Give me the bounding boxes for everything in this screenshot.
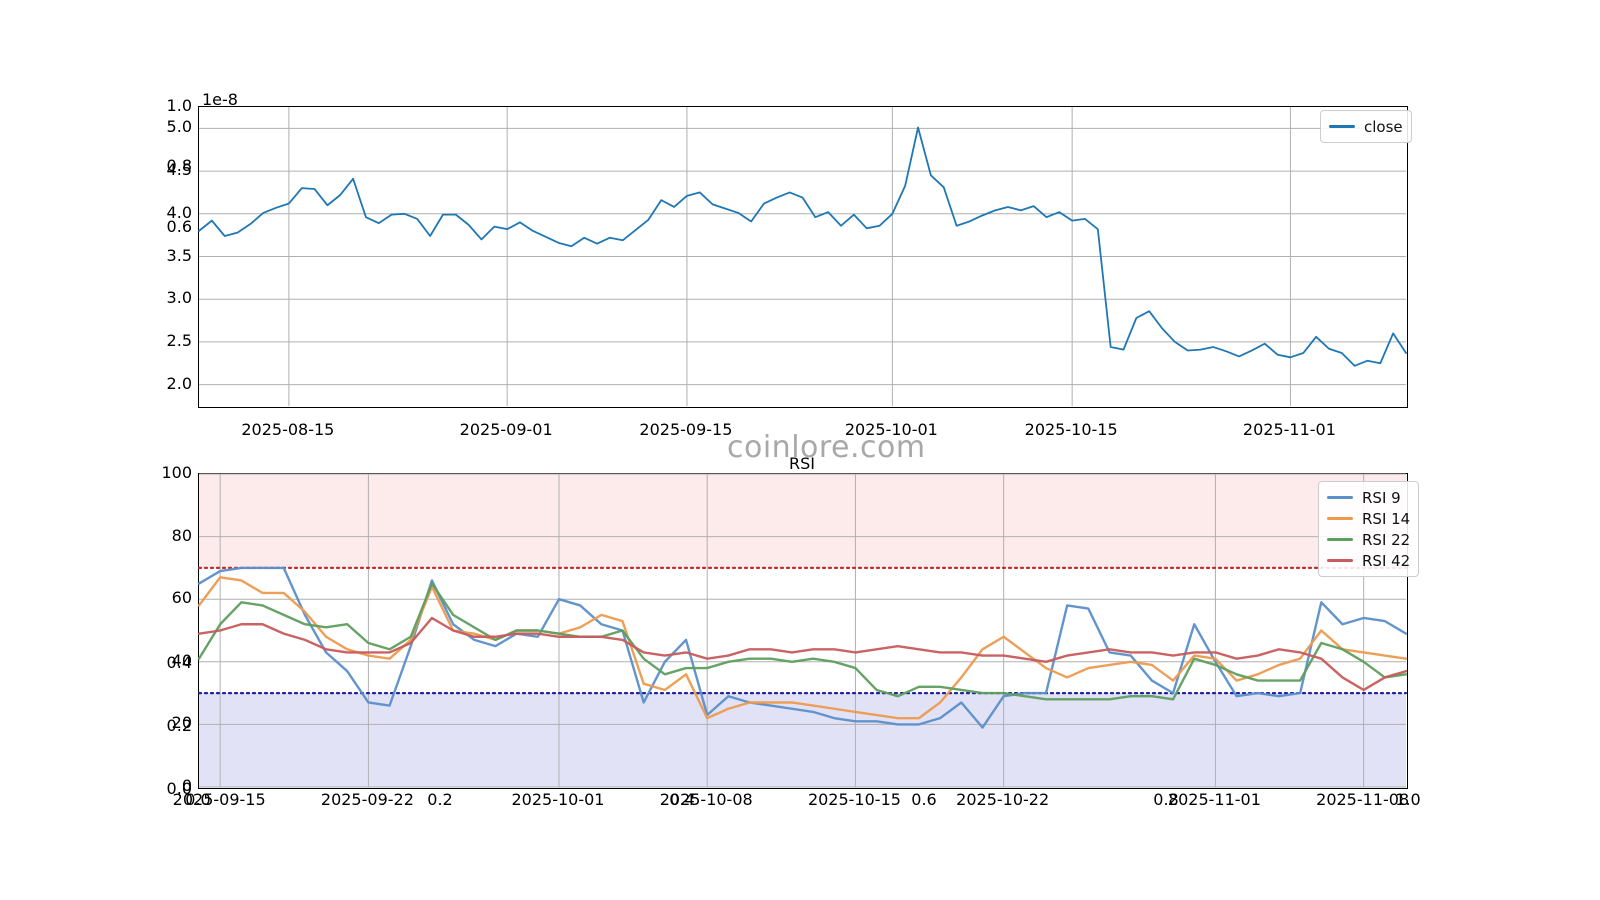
rsi-legend-label: RSI 22 bbox=[1362, 530, 1411, 549]
rsi-x-tick-label: 2025-10-22 bbox=[956, 790, 1050, 809]
rsi-x-tick-label: 2025-09-22 bbox=[320, 790, 414, 809]
price-x-tick-label: 2025-08-15 bbox=[241, 420, 335, 439]
rsi-y-tick-label: 100 bbox=[161, 463, 192, 482]
price-y-tick-label: 3.5 bbox=[166, 245, 192, 265]
price-legend-item[interactable]: close bbox=[1329, 116, 1403, 137]
legend-color-swatch-icon bbox=[1327, 496, 1353, 499]
rsi-y-tick-label: 80 bbox=[171, 525, 192, 545]
price-x-tick-label: 2025-09-15 bbox=[639, 420, 733, 439]
rsi-legend-item[interactable]: RSI 9 bbox=[1327, 487, 1410, 508]
legend-color-swatch-icon bbox=[1329, 125, 1355, 128]
rsi-chart-svg bbox=[197, 473, 1408, 788]
price-y-overlay-tick-label: 0.8 bbox=[166, 156, 192, 176]
rsi-x-tick-label: 2025-10-15 bbox=[807, 790, 901, 809]
price-chart-legend[interactable]: close bbox=[1320, 110, 1412, 143]
rsi-y-overlay-tick-label: 0.2 bbox=[166, 715, 192, 735]
price-chart-plot-area bbox=[198, 106, 1408, 408]
price-y-overlay-tick-label: 1.0 bbox=[166, 96, 192, 115]
rsi-legend-item[interactable]: RSI 42 bbox=[1327, 550, 1410, 571]
price-x-tick-label: 2025-10-01 bbox=[844, 420, 938, 439]
price-x-tick-label: 2025-11-01 bbox=[1242, 420, 1336, 439]
price-x-tick-label: 2025-09-01 bbox=[459, 420, 553, 439]
price-legend-label: close bbox=[1364, 117, 1403, 136]
rsi-legend-item[interactable]: RSI 22 bbox=[1327, 529, 1410, 550]
rsi-y-tick-label: 40 bbox=[171, 650, 192, 670]
rsi-x-overlay-tick-label: 0.6 bbox=[911, 790, 937, 809]
rsi-legend-item[interactable]: RSI 14 bbox=[1327, 508, 1410, 529]
rsi-y-overlay-tick-label: 0.4 bbox=[166, 652, 192, 672]
price-y-tick-label: 4.5 bbox=[166, 160, 192, 180]
rsi-x-tick-label: 2025-11-01 bbox=[1167, 790, 1261, 809]
rsi-x-tick-label: 2025-10-01 bbox=[511, 790, 605, 809]
price-y-tick-label: 5.0 bbox=[166, 117, 192, 137]
rsi-chart-plot-area bbox=[197, 473, 1408, 789]
price-chart-svg bbox=[198, 107, 1407, 406]
price-axis-offset-text: 1e-8 bbox=[202, 90, 238, 109]
rsi-x-overlay-tick-label: 1.0 bbox=[1395, 790, 1421, 809]
legend-color-swatch-icon bbox=[1327, 538, 1353, 541]
rsi-legend-label: RSI 42 bbox=[1362, 551, 1411, 570]
rsi-x-tick-label: 2025-10-08 bbox=[659, 790, 753, 809]
rsi-legend-label: RSI 14 bbox=[1362, 509, 1411, 528]
price-y-tick-label: 3.0 bbox=[166, 288, 192, 308]
rsi-x-overlay-tick-label: 0.8 bbox=[1153, 790, 1179, 809]
price-y-overlay-tick-label: 0.6 bbox=[166, 216, 192, 236]
rsi-chart-legend[interactable]: RSI 9 RSI 14 RSI 22 RSI 42 bbox=[1318, 481, 1420, 577]
watermark: coinlore.com bbox=[727, 430, 926, 465]
legend-color-swatch-icon bbox=[1327, 517, 1353, 520]
price-y-tick-label: 2.0 bbox=[166, 373, 192, 393]
rsi-x-tick-label: 2025-11-08 bbox=[1316, 790, 1410, 809]
rsi-x-tick-label: 2025-09-15 bbox=[172, 790, 266, 809]
rsi-y-tick-label: 0 bbox=[181, 776, 192, 795]
price-y-tick-label: 2.5 bbox=[166, 330, 192, 350]
price-x-tick-label: 2025-10-15 bbox=[1024, 420, 1118, 439]
price-y-tick-label: 4.0 bbox=[166, 202, 192, 222]
rsi-legend-label: RSI 9 bbox=[1362, 488, 1401, 507]
rsi-x-overlay-tick-label: 0.0 bbox=[185, 790, 211, 809]
rsi-x-overlay-tick-label: 0.2 bbox=[427, 790, 453, 809]
rsi-x-overlay-tick-label: 0.4 bbox=[669, 790, 695, 809]
rsi-chart-title: RSI bbox=[789, 454, 815, 473]
rsi-y-overlay-tick-label: 0.0 bbox=[166, 779, 192, 798]
legend-color-swatch-icon bbox=[1327, 559, 1353, 562]
rsi-y-tick-label: 60 bbox=[171, 588, 192, 608]
rsi-y-tick-label: 20 bbox=[171, 713, 192, 733]
